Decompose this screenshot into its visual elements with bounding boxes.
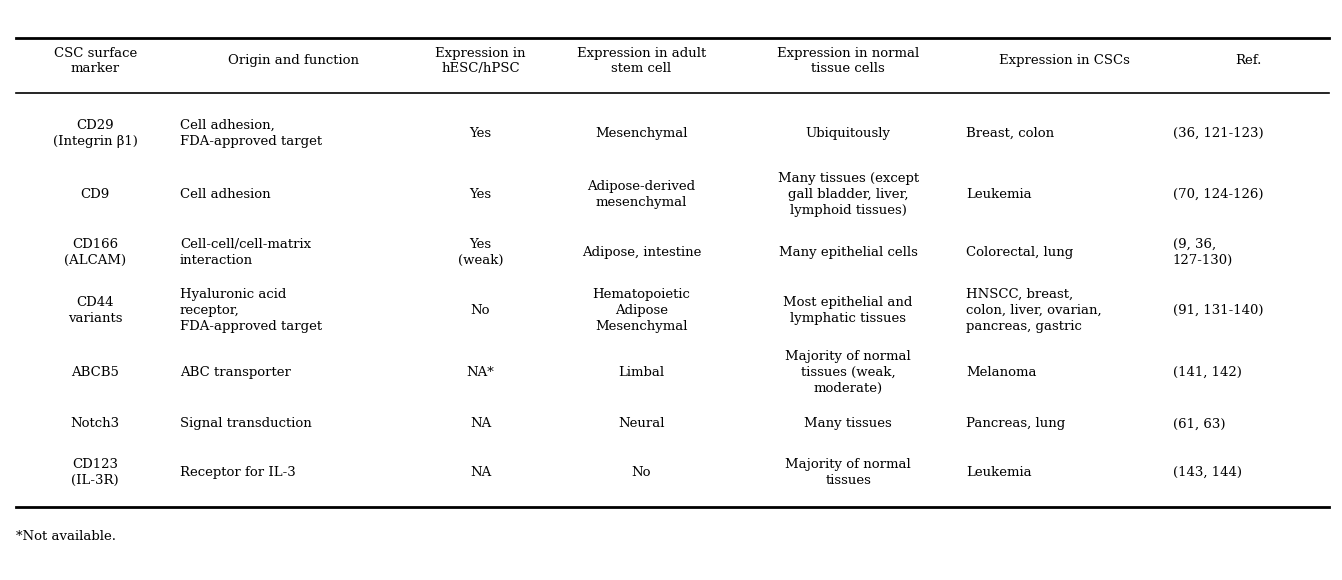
Text: Ubiquitously: Ubiquitously [805,127,891,140]
Text: Many tissues: Many tissues [804,418,892,430]
Text: Expression in adult
stem cell: Expression in adult stem cell [577,47,706,75]
Text: (61, 63): (61, 63) [1173,418,1225,430]
Text: CD44
variants: CD44 variants [68,296,122,325]
Text: Hyaluronic acid
receptor,
FDA-approved target: Hyaluronic acid receptor, FDA-approved t… [180,288,322,333]
Text: Hematopoietic
Adipose
Mesenchymal: Hematopoietic Adipose Mesenchymal [593,288,690,333]
Text: ABCB5: ABCB5 [71,366,119,379]
Text: Notch3: Notch3 [71,418,119,430]
Text: Colorectal, lung: Colorectal, lung [966,246,1074,259]
Text: Majority of normal
tissues (weak,
moderate): Majority of normal tissues (weak, modera… [785,350,911,395]
Text: Cell adhesion,
FDA-approved target: Cell adhesion, FDA-approved target [180,119,322,148]
Text: Cell-cell/cell-matrix
interaction: Cell-cell/cell-matrix interaction [180,238,311,267]
Text: Receptor for IL-3: Receptor for IL-3 [180,466,295,479]
Text: Adipose, intestine: Adipose, intestine [582,246,701,259]
Text: Origin and function: Origin and function [228,55,360,67]
Text: Mesenchymal: Mesenchymal [596,127,687,140]
Text: Pancreas, lung: Pancreas, lung [966,418,1066,430]
Text: Ref.: Ref. [1235,55,1261,67]
Text: Many epithelial cells: Many epithelial cells [778,246,918,259]
Text: NA: NA [470,466,491,479]
Text: (141, 142): (141, 142) [1173,366,1241,379]
Text: CD29
(Integrin β1): CD29 (Integrin β1) [52,119,138,148]
Text: NA*: NA* [467,366,494,379]
Text: Cell adhesion: Cell adhesion [180,188,271,201]
Text: Majority of normal
tissues: Majority of normal tissues [785,458,911,487]
Text: NA: NA [470,418,491,430]
Text: Yes: Yes [470,127,491,140]
Text: CD166
(ALCAM): CD166 (ALCAM) [64,238,126,267]
Text: Yes: Yes [470,188,491,201]
Text: Most epithelial and
lymphatic tissues: Most epithelial and lymphatic tissues [784,296,913,325]
Text: Breast, colon: Breast, colon [966,127,1055,140]
Text: *Not available.: *Not available. [16,530,117,543]
Text: (36, 121-123): (36, 121-123) [1173,127,1264,140]
Text: Melanoma: Melanoma [966,366,1037,379]
Text: No: No [632,466,651,479]
Text: Many tissues (except
gall bladder, liver,
lymphoid tissues): Many tissues (except gall bladder, liver… [777,172,919,217]
Text: (91, 131-140): (91, 131-140) [1173,304,1263,317]
Text: CSC surface
marker: CSC surface marker [54,47,137,75]
Text: No: No [471,304,490,317]
Text: ABC transporter: ABC transporter [180,366,291,379]
Text: Leukemia: Leukemia [966,466,1032,479]
Text: CD123
(IL-3R): CD123 (IL-3R) [71,458,119,487]
Text: Expression in
hESC/hPSC: Expression in hESC/hPSC [435,47,526,75]
Text: CD9: CD9 [81,188,110,201]
Text: Neural: Neural [619,418,664,430]
Text: HNSCC, breast,
colon, liver, ovarian,
pancreas, gastric: HNSCC, breast, colon, liver, ovarian, pa… [966,288,1102,333]
Text: (143, 144): (143, 144) [1173,466,1241,479]
Text: Leukemia: Leukemia [966,188,1032,201]
Text: (9, 36,
127-130): (9, 36, 127-130) [1173,238,1233,267]
Text: Expression in CSCs: Expression in CSCs [998,55,1130,67]
Text: Signal transduction: Signal transduction [180,418,311,430]
Text: Adipose-derived
mesenchymal: Adipose-derived mesenchymal [588,180,695,209]
Text: (70, 124-126): (70, 124-126) [1173,188,1263,201]
Text: Limbal: Limbal [619,366,664,379]
Text: Yes
(weak): Yes (weak) [458,238,503,267]
Text: Expression in normal
tissue cells: Expression in normal tissue cells [777,47,919,75]
